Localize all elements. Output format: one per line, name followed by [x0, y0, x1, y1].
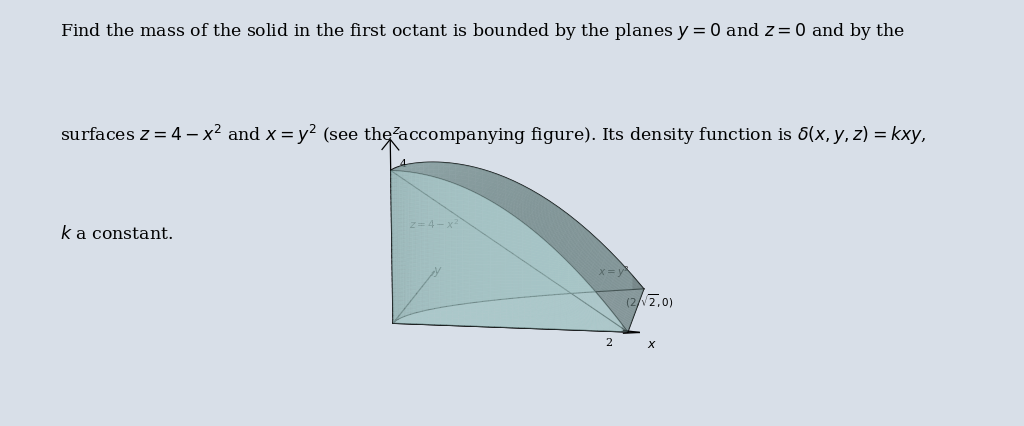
- Text: surfaces $z = 4 - x^2$ and $x = y^2$ (see the accompanying figure). Its density : surfaces $z = 4 - x^2$ and $x = y^2$ (se…: [59, 123, 927, 147]
- Text: Find the mass of the solid in the first octant is bounded by the planes $y = 0$ : Find the mass of the solid in the first …: [59, 21, 905, 42]
- Text: $k$ a constant.: $k$ a constant.: [59, 225, 173, 243]
